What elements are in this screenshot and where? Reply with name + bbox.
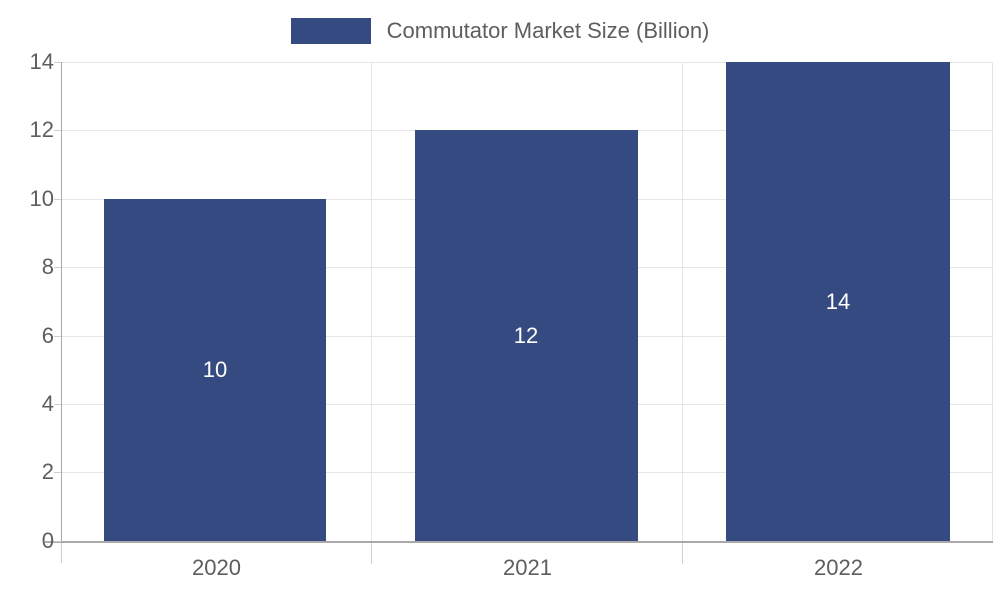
bar-2021[interactable] xyxy=(415,130,638,541)
legend-label: Commutator Market Size (Billion) xyxy=(386,18,710,43)
x-tick-mark-2 xyxy=(682,543,683,564)
bar-2020[interactable] xyxy=(104,199,326,541)
bar-value-2021: 12 xyxy=(513,323,539,348)
y-tick-label-10: 10 xyxy=(29,186,54,211)
y-tick-label-8: 8 xyxy=(41,254,54,279)
bar-value-2022: 14 xyxy=(825,289,851,314)
y-tick-label-2: 2 xyxy=(41,459,54,484)
bar-2022[interactable] xyxy=(726,62,950,541)
y-tick-label-0: 0 xyxy=(41,528,54,553)
gridline-v-1 xyxy=(371,62,372,541)
y-tick-mark-10 xyxy=(54,199,61,200)
y-axis-line xyxy=(61,62,62,541)
gridline-h-14 xyxy=(61,62,993,63)
plot-area: 10 12 14 xyxy=(61,62,993,541)
y-tick-mark-14 xyxy=(54,62,61,63)
y-tick-label-14: 14 xyxy=(29,49,54,74)
y-tick-mark-4 xyxy=(54,404,61,405)
plot-frame xyxy=(61,62,993,541)
y-tick-label-12: 12 xyxy=(29,117,54,142)
chart-legend: Commutator Market Size (Billion) xyxy=(0,10,1000,52)
x-tick-mark-1 xyxy=(371,543,372,564)
y-tick-mark-2 xyxy=(54,472,61,473)
y-axis-stub xyxy=(61,541,62,563)
y-tick-mark-0 xyxy=(54,541,61,542)
bar-value-2020: 10 xyxy=(202,357,228,382)
y-tick-mark-6 xyxy=(54,336,61,337)
y-axis-ticks: 14 12 10 8 6 4 2 0 xyxy=(0,0,61,600)
legend-item-commutator[interactable]: Commutator Market Size (Billion) xyxy=(290,18,710,44)
y-tick-label-4: 4 xyxy=(41,391,54,416)
x-tick-label-2020: 2020 xyxy=(192,555,241,580)
y-tick-mark-12 xyxy=(54,130,61,131)
gridline-v-2 xyxy=(682,62,683,541)
x-axis-line xyxy=(45,541,993,543)
y-tick-label-6: 6 xyxy=(41,323,54,348)
y-tick-mark-8 xyxy=(54,267,61,268)
x-tick-label-2021: 2021 xyxy=(503,555,552,580)
x-tick-label-2022: 2022 xyxy=(814,555,863,580)
legend-swatch-icon xyxy=(290,18,371,44)
